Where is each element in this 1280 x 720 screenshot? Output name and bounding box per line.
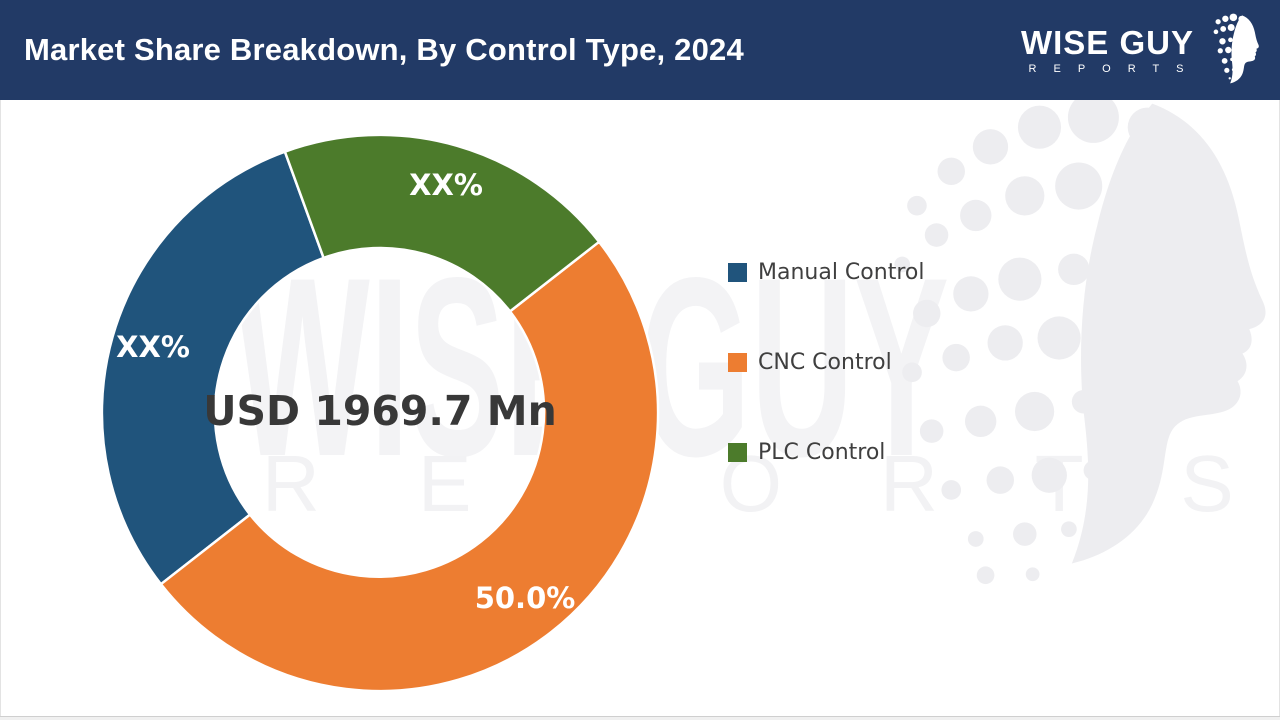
slice-manual-control	[100, 150, 325, 586]
frame-edge-bottom-line	[0, 716, 1280, 717]
slice-label-manual: XX%	[116, 330, 190, 364]
legend-label: Manual Control	[758, 259, 925, 285]
brand-logo-text: WISE GUY R E P O R T S	[1021, 26, 1194, 75]
legend-swatch-cnc-control	[728, 352, 747, 372]
brand-logo-line1: WISE GUY	[1020, 23, 1194, 61]
brand-logo: WISE GUY R E P O R T S	[1021, 13, 1262, 87]
legend-item-cnc-control: CNC Control	[728, 343, 924, 381]
brand-logo-head-icon	[1213, 13, 1259, 84]
slice-plc-control	[283, 133, 601, 313]
chart-legend: Manual Control CNC Control PLC Control	[728, 253, 924, 523]
legend-label: CNC Control	[758, 349, 892, 375]
legend-item-manual-control: Manual Control	[728, 253, 924, 291]
frame-edge-bottom-strip	[0, 717, 1280, 720]
slice-cnc-control	[159, 240, 660, 693]
legend-label: PLC Control	[758, 439, 886, 465]
legend-item-plc-control: PLC Control	[728, 433, 924, 471]
slice-label-cnc: 50.0%	[474, 581, 576, 615]
watermark-brand-subtext: R E P O R T S	[262, 439, 1272, 528]
legend-swatch-manual-control	[728, 262, 747, 282]
slice-label-plc: XX%	[409, 168, 483, 202]
watermark-head-icon	[894, 91, 1266, 585]
page-title: Market Share Breakdown, By Control Type,…	[24, 32, 744, 67]
header-bar: Market Share Breakdown, By Control Type,…	[0, 0, 1280, 100]
brand-logo-line2: R E P O R T S	[1028, 62, 1191, 75]
donut-center-value: USD 1969.7 Mn	[203, 387, 557, 435]
legend-swatch-plc-control	[728, 442, 747, 462]
frame-edge-left	[0, 100, 1, 720]
